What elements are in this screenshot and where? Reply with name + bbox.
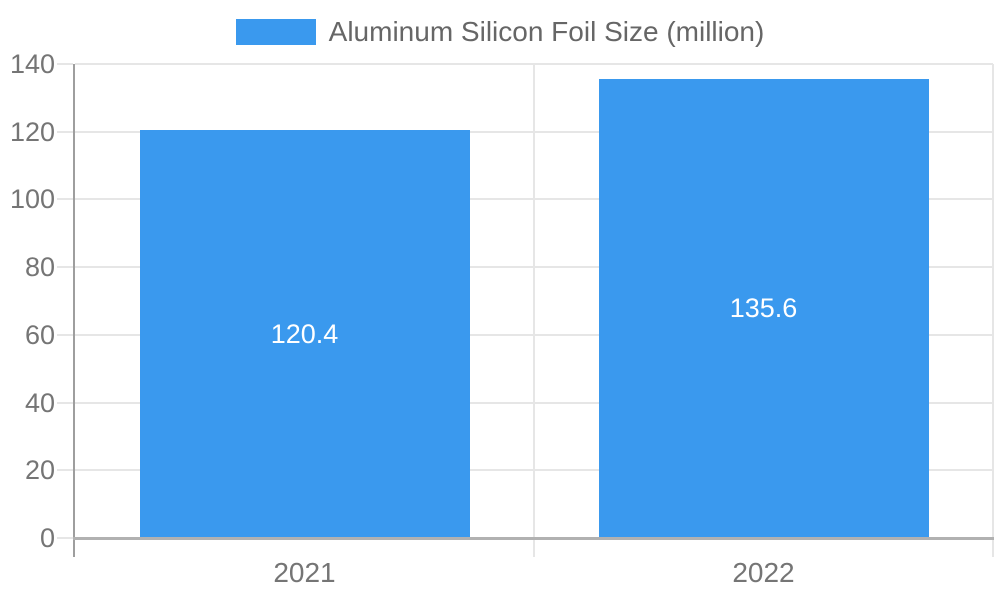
y-axis-tick [57,198,73,201]
y-axis-tick [57,63,73,65]
bar-2021[interactable] [139,130,470,538]
y-axis-tick [57,469,73,472]
y-axis-tick [57,130,73,133]
y-axis-tick-label: 100 [9,184,55,215]
bar-2022[interactable] [598,78,929,538]
y-axis-tick-label: 60 [24,319,55,350]
y-axis-tick [57,537,73,539]
y-axis-tick-label: 20 [24,455,55,486]
y-axis-tick-label: 80 [24,252,55,283]
x-gridline [533,64,535,557]
legend-swatch-icon [235,19,316,45]
legend-label: Aluminum Silicon Foil Size (million) [328,16,765,47]
y-axis-tick-label: 120 [9,116,55,147]
x-gridline [992,64,994,557]
x-axis-tick-label: 2022 [732,557,795,588]
y-axis-line [73,64,75,557]
bar-value-label: 120.4 [270,319,339,350]
x-axis-tick-label: 2021 [273,557,336,588]
y-axis-tick-label: 140 [9,49,55,79]
x-axis-line [73,537,994,540]
y-axis-tick-label: 0 [39,523,55,553]
legend[interactable]: Aluminum Silicon Foil Size (million) [0,17,1000,47]
bar-value-label: 135.6 [729,293,798,324]
y-axis-tick [57,333,73,336]
y-axis-tick [57,401,73,404]
y-axis-tick-label: 40 [24,387,55,418]
y-axis-tick [57,266,73,269]
